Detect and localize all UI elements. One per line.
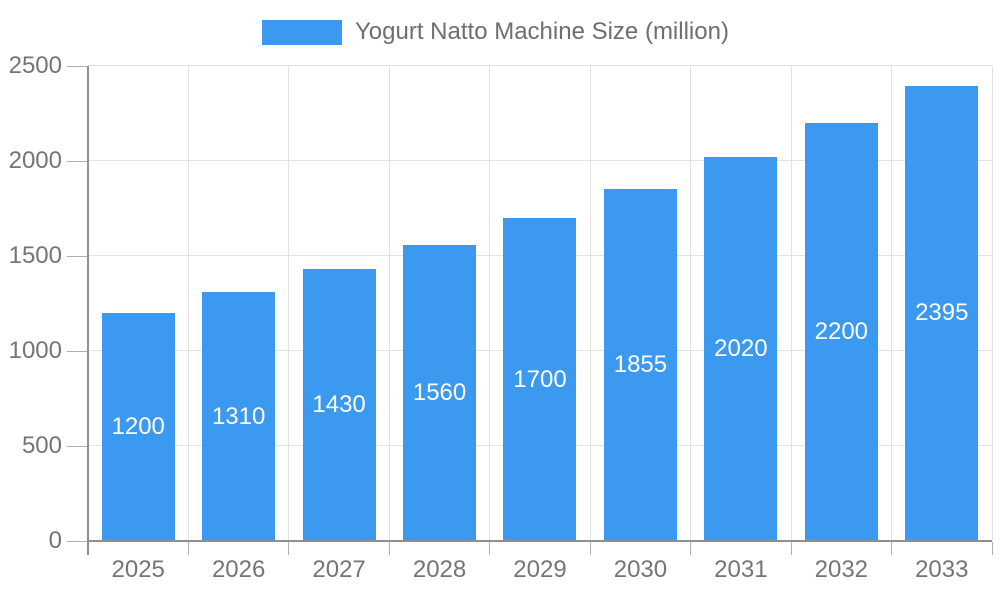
bar-slot: 1430 [289, 66, 389, 541]
bar-slot: 1700 [490, 66, 590, 541]
bar-2025[interactable]: 1200 [101, 313, 175, 541]
bar-value-label: 2395 [915, 299, 969, 327]
x-tick-mark [991, 542, 993, 555]
bar-2030[interactable]: 1855 [603, 188, 677, 541]
bar-slot: 1200 [88, 66, 188, 541]
x-tick-mark [891, 542, 893, 555]
y-tick-mark [67, 445, 88, 447]
y-tick-mark [67, 255, 88, 257]
bar-value-label: 2020 [714, 335, 768, 363]
x-axis-line [88, 540, 992, 542]
x-tick-label: 2027 [312, 556, 366, 583]
bar-value-label: 2200 [814, 318, 869, 345]
x-tick-label: 2025 [111, 556, 165, 583]
bar-slot: 1855 [590, 66, 690, 541]
bar-slot: 2395 [892, 66, 992, 541]
v-gridline [991, 66, 993, 541]
plot-area: 1200 1310 1430 1560 1700 1855 2020 2200 2395 [87, 65, 993, 555]
bar-2027[interactable]: 1430 [302, 269, 376, 541]
y-tick-mark [67, 160, 88, 162]
h-gridline [88, 65, 992, 66]
bar-value-label: 1855 [613, 350, 668, 378]
v-gridline [489, 66, 491, 541]
x-tick-label: 2032 [814, 556, 869, 583]
x-tick-label: 2029 [513, 556, 567, 583]
x-tick-mark [489, 542, 491, 555]
bar-2033[interactable]: 2395 [905, 85, 979, 541]
x-tick-label: 2033 [915, 556, 969, 583]
bar-slot: 2200 [791, 66, 891, 541]
v-gridline [589, 66, 591, 541]
bar-2026[interactable]: 1310 [202, 292, 276, 541]
bar-value-label: 1430 [312, 391, 366, 419]
bar-2029[interactable]: 1700 [503, 218, 577, 541]
x-tick-mark [790, 542, 792, 555]
x-tick-mark [187, 542, 189, 555]
y-tick-label: 1000 [8, 337, 62, 364]
y-tick-mark [67, 350, 88, 352]
y-tick-label: 2000 [8, 147, 62, 174]
v-gridline [288, 66, 290, 541]
h-gridline [88, 160, 992, 161]
x-tick-mark [288, 542, 290, 555]
bar-slot: 1310 [188, 66, 288, 541]
v-gridline [690, 66, 692, 541]
legend-swatch-icon [262, 19, 342, 45]
y-tick-label: 2500 [8, 52, 62, 79]
x-tick-mark [589, 542, 591, 555]
x-tick-mark [690, 542, 692, 555]
bar-value-label: 1200 [111, 413, 165, 440]
x-tick-mark [388, 542, 390, 555]
bar-slot: 1560 [389, 66, 489, 541]
y-tick-mark [67, 65, 88, 67]
y-tick-label: 1500 [8, 242, 62, 269]
v-gridline [790, 66, 792, 541]
bar-2031[interactable]: 2020 [704, 157, 778, 541]
y-tick-label: 500 [21, 432, 62, 459]
v-gridline [891, 66, 893, 541]
bar-slot: 2020 [691, 66, 791, 541]
x-tick-label: 2030 [613, 556, 668, 583]
x-tick-label: 2031 [714, 556, 768, 583]
bar-value-label: 1310 [211, 402, 266, 430]
y-tick-mark [67, 540, 88, 542]
bar-value-label: 1560 [412, 378, 467, 406]
legend[interactable]: Yogurt Natto Machine Size (million) [262, 18, 729, 46]
v-gridline [388, 66, 390, 541]
bar-2032[interactable]: 2200 [804, 123, 878, 541]
x-tick-label: 2028 [412, 556, 467, 583]
y-tick-label: 0 [48, 527, 62, 554]
v-gridline [187, 66, 189, 541]
y-axis-line [87, 66, 89, 555]
bar-2028[interactable]: 1560 [403, 244, 477, 541]
legend-label: Yogurt Natto Machine Size (million) [355, 18, 729, 45]
x-tick-label: 2026 [211, 556, 266, 583]
bar-value-label: 1700 [513, 365, 567, 393]
